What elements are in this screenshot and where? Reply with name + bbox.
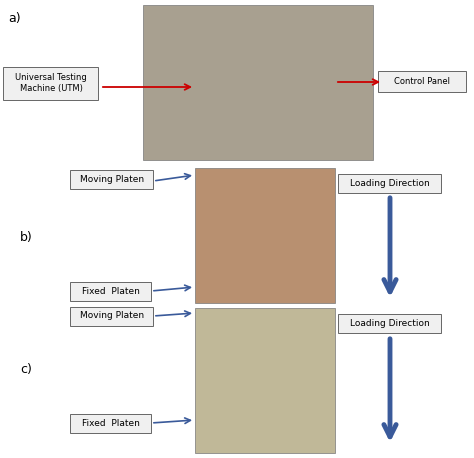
Text: c): c) xyxy=(20,364,32,376)
FancyBboxPatch shape xyxy=(338,313,441,333)
Text: a): a) xyxy=(8,12,21,25)
FancyBboxPatch shape xyxy=(71,414,152,432)
FancyBboxPatch shape xyxy=(338,174,441,192)
Text: Moving Platen: Moving Platen xyxy=(80,311,144,321)
Bar xyxy=(143,5,373,160)
Bar xyxy=(195,308,335,453)
Text: Fixed  Platen: Fixed Platen xyxy=(82,287,140,295)
FancyBboxPatch shape xyxy=(71,282,152,300)
Text: Loading Direction: Loading Direction xyxy=(350,179,430,187)
Text: Loading Direction: Loading Direction xyxy=(350,318,430,327)
Bar xyxy=(195,168,335,303)
Text: Control Panel: Control Panel xyxy=(394,76,450,86)
Text: Moving Platen: Moving Platen xyxy=(80,174,144,184)
FancyBboxPatch shape xyxy=(71,306,154,326)
Text: b): b) xyxy=(20,231,33,245)
Text: Universal Testing
Machine (UTM): Universal Testing Machine (UTM) xyxy=(15,73,87,93)
FancyBboxPatch shape xyxy=(379,71,466,92)
FancyBboxPatch shape xyxy=(71,169,154,189)
FancyBboxPatch shape xyxy=(3,66,99,99)
Text: Fixed  Platen: Fixed Platen xyxy=(82,419,140,427)
